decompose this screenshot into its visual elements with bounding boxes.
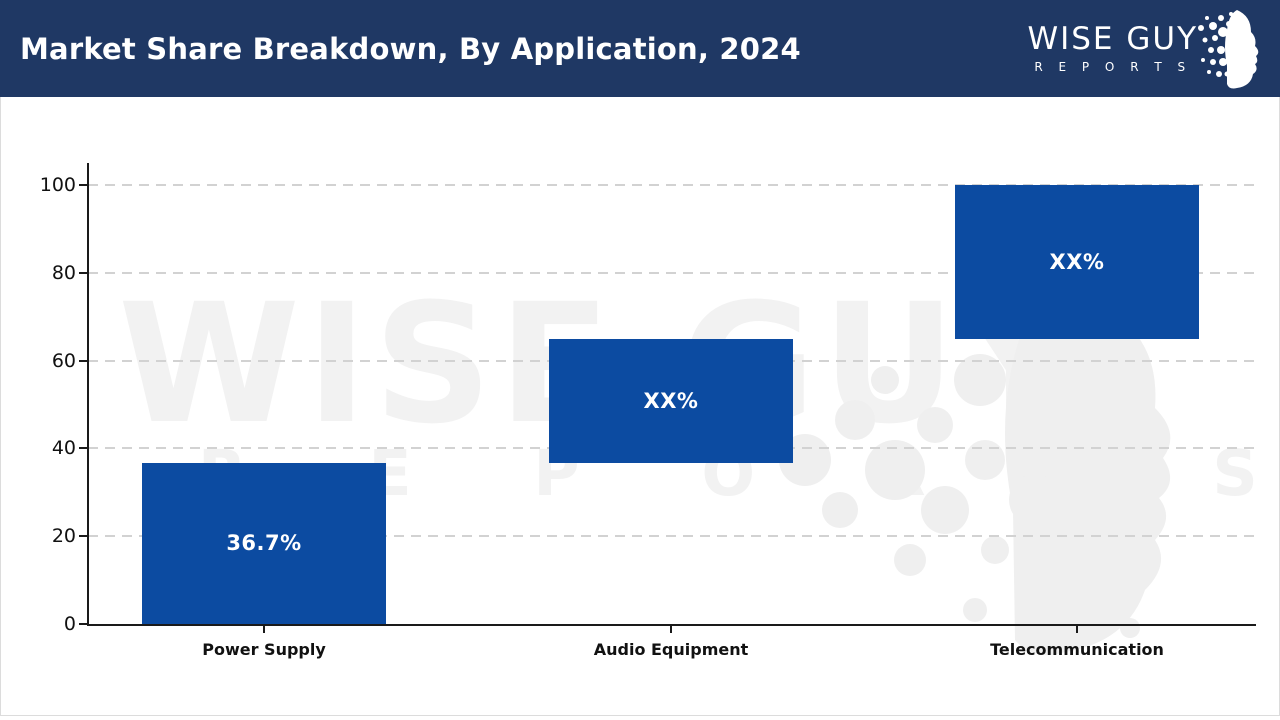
- bar-telecommunication: XX%: [955, 185, 1199, 339]
- wiseguy-head-icon: [1198, 9, 1259, 88]
- gridline-20: [88, 535, 1256, 538]
- x-tick-mark: [1076, 624, 1078, 633]
- bar-power-supply: 36.7%: [142, 462, 386, 624]
- y-tick-label-0: 0: [63, 613, 76, 635]
- x-category-label-telecommunication: Telecommunication: [990, 640, 1164, 659]
- logo-sub-text: R E P O R T S: [1034, 59, 1192, 74]
- wiseguy-logo: WISE GUY R E P O R T S: [1027, 6, 1260, 92]
- y-tick-mark: [79, 447, 88, 450]
- gridline-100: [88, 184, 1256, 186]
- y-tick-mark: [79, 535, 88, 538]
- x-category-label-audio-equipment: Audio Equipment: [593, 640, 749, 659]
- gridline-80: [88, 271, 1256, 274]
- y-tick-mark: [79, 359, 88, 362]
- y-tick-label-80: 80: [51, 261, 76, 284]
- x-axis-line: [87, 624, 1256, 626]
- page-title: Market Share Breakdown, By Application, …: [20, 31, 801, 66]
- logo-text: WISE GUY R E P O R T S: [1027, 20, 1198, 74]
- y-tick-mark: [79, 271, 88, 274]
- bar-audio-equipment: XX%: [549, 338, 793, 463]
- bar-value-label: XX%: [643, 388, 699, 413]
- x-tick-mark: [263, 624, 265, 633]
- logo-brand-text: WISE GUY: [1027, 20, 1198, 57]
- bar-value-label: XX%: [1049, 249, 1105, 274]
- y-tick-label-100: 100: [39, 174, 76, 196]
- x-tick-mark: [670, 624, 672, 633]
- y-tick-label-20: 20: [51, 525, 76, 548]
- y-tick-mark: [79, 623, 88, 625]
- bar-value-label: 36.7%: [226, 531, 302, 556]
- y-tick-label-40: 40: [51, 437, 76, 460]
- header-bar: Market Share Breakdown, By Application, …: [0, 0, 1280, 97]
- y-tick-mark: [79, 184, 88, 186]
- x-category-label-power-supply: Power Supply: [202, 640, 326, 659]
- y-axis-line: [87, 163, 89, 626]
- y-tick-label-60: 60: [51, 349, 76, 372]
